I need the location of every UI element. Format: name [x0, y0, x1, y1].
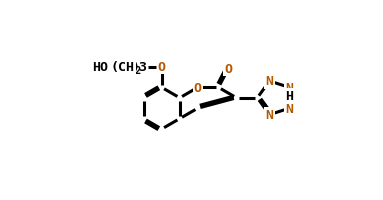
Text: H: H — [285, 89, 293, 102]
Text: O: O — [158, 61, 166, 74]
Text: O: O — [194, 82, 202, 94]
Text: N: N — [265, 109, 273, 122]
Text: 2: 2 — [135, 65, 141, 75]
Text: N: N — [285, 102, 293, 115]
Text: N: N — [265, 75, 273, 88]
Text: (CH: (CH — [111, 61, 135, 74]
Text: O: O — [224, 62, 232, 75]
Text: HO: HO — [93, 61, 109, 74]
Text: N: N — [285, 82, 293, 94]
Text: )3: )3 — [131, 61, 147, 74]
